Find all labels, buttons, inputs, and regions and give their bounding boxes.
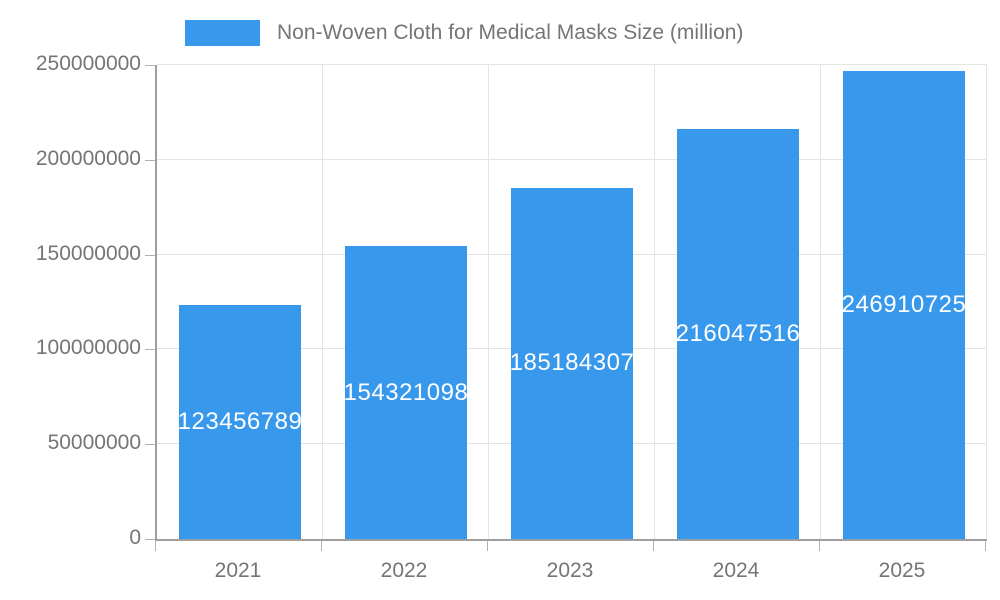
y-axis-label: 250000000 [35,52,141,75]
y-axis-label: 0 [129,526,141,549]
bar: 123456789 [177,304,303,539]
v-gridline [986,65,987,539]
bar-value-label: 216047516 [675,320,801,348]
legend: Non-Woven Cloth for Medical Masks Size (… [185,20,743,46]
y-axis-label: 150000000 [35,241,141,265]
y-axis-label: 200000000 [35,146,141,170]
x-axis-tick [155,541,156,551]
x-axis-tick [487,541,488,551]
x-axis-tick [819,541,820,551]
bar: 246910725 [841,70,967,539]
bar-value-label: 154321098 [343,378,469,406]
h-gridline [157,64,987,65]
y-axis-label: 100000000 [35,336,141,360]
y-axis-tick [145,349,155,351]
x-axis-tick [321,541,322,551]
bar-value-label: 185184307 [509,349,635,377]
y-axis-label: 50000000 [47,431,141,455]
h-gridline [157,158,987,160]
x-axis-label: 2021 [214,559,262,582]
x-axis-tick [985,541,986,551]
legend-label: Non-Woven Cloth for Medical Masks Size (… [277,21,744,44]
v-gridline [820,65,821,539]
x-axis-tick [653,541,654,551]
v-gridline [654,65,655,539]
legend-swatch-icon [185,20,260,46]
x-axis-label: 2022 [380,559,428,582]
y-axis-tick [145,444,155,446]
bar-value-label: 246910725 [841,290,967,318]
x-axis-label: 2024 [712,559,760,582]
bar: 154321098 [343,246,469,539]
x-axis-label: 2023 [546,559,594,582]
y-axis-tick [145,159,155,161]
y-axis-tick [145,539,155,540]
v-gridline [488,65,489,539]
bar: 216047516 [675,129,801,539]
v-gridline [322,65,323,539]
y-axis-tick [145,254,155,256]
plot-area: 123456789 154321098 185184307 216047516 2469… [155,64,987,541]
x-axis-label: 2025 [878,559,926,582]
bar-value-label: 123456789 [177,407,303,435]
y-axis-tick [145,65,155,66]
bar: 185184307 [509,187,635,539]
